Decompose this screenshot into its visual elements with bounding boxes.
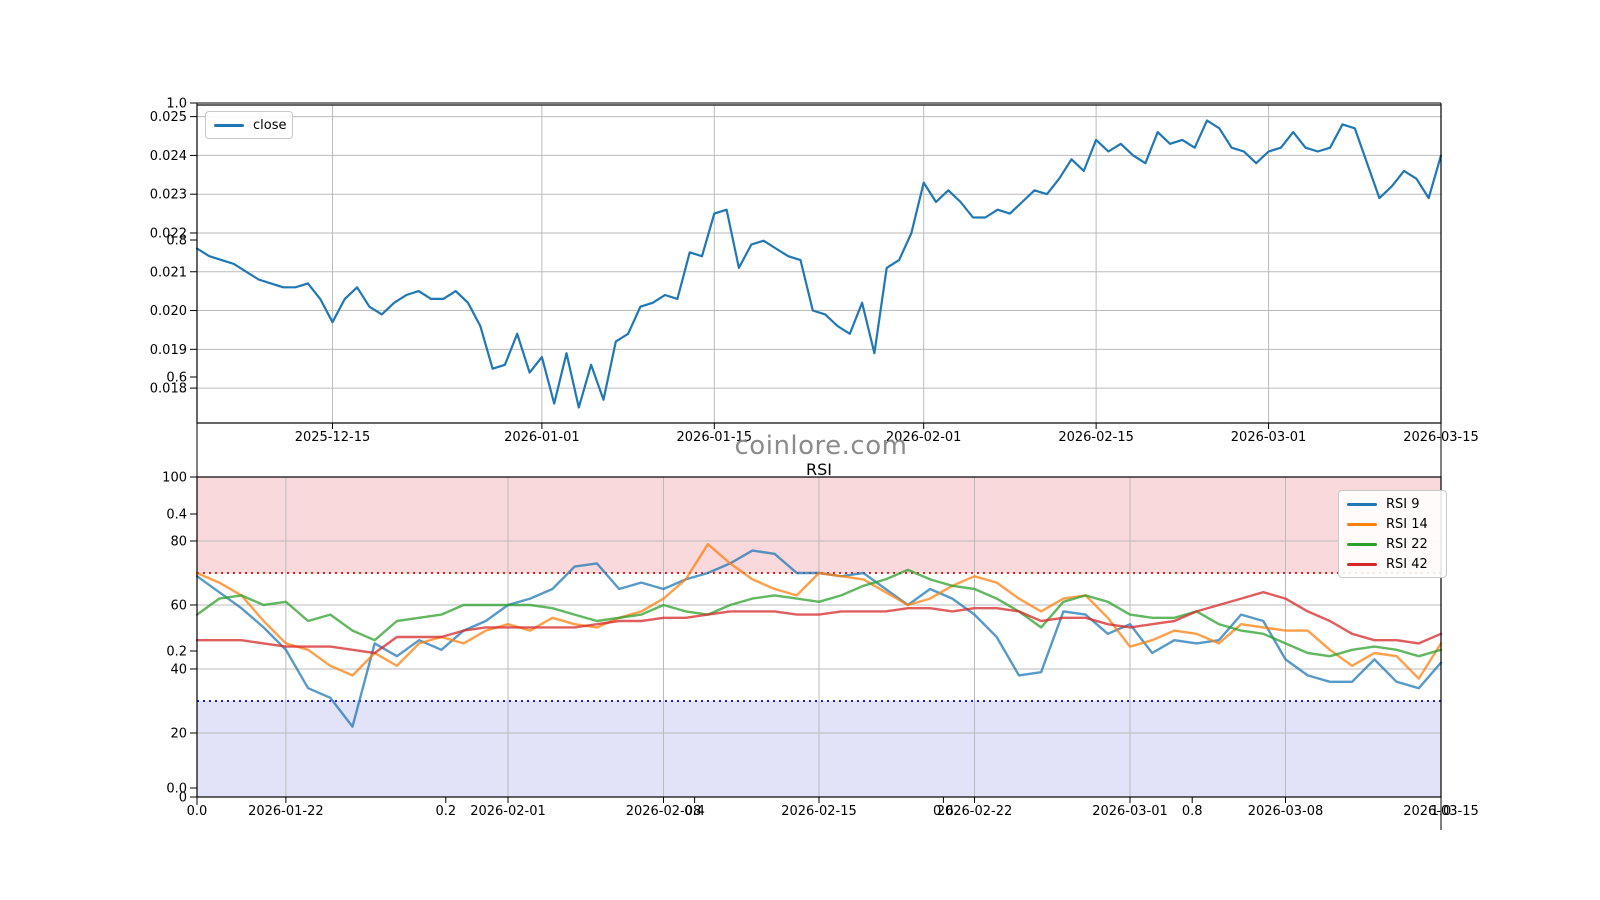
- rsi22-legend-label: RSI 22: [1386, 536, 1428, 552]
- overlay-xtick-label: 0.8: [1182, 804, 1203, 819]
- price-ytick-label: 0.018: [150, 382, 187, 397]
- rsi14-legend-label: RSI 14: [1386, 516, 1428, 532]
- price-frame: [196, 104, 1442, 424]
- price-ytick-label: 0.023: [150, 188, 187, 203]
- rsi-legend: RSI 9 RSI 14 RSI 22 RSI 42: [1338, 490, 1447, 578]
- rsi42-line: [195, 591, 1443, 655]
- price-xtick-label: 2025-12-15: [295, 430, 371, 445]
- overlay-ytick-label: 0.8: [166, 234, 187, 249]
- rsi-ytick-label: 100: [162, 471, 187, 486]
- overlay-ytick-label: 0.6: [166, 371, 187, 386]
- rsi-xtick-label: 2026-02-01: [470, 804, 546, 819]
- rsi-ytick-label: 0: [179, 791, 187, 806]
- price-ytick-label: 0.022: [150, 226, 187, 241]
- price-ytick-label: 0.019: [150, 343, 187, 358]
- price-ytick-label: 0.021: [150, 265, 187, 280]
- price-xtick-label: 2026-02-15: [1058, 430, 1134, 445]
- price-legend: close: [205, 111, 293, 139]
- overlay-xtick-label: 1.0: [1431, 804, 1452, 819]
- price-xtick-label: 2026-02-01: [886, 430, 962, 445]
- rsi42-line-swatch: [1347, 562, 1377, 566]
- rsi-legend-row: RSI 42: [1347, 557, 1438, 572]
- rsi14-line: [195, 543, 1443, 680]
- rsi-title: RSI: [806, 460, 832, 479]
- rsi-xtick-label: 2026-02-08: [626, 804, 702, 819]
- overlay-xtick-label: 0.6: [933, 804, 954, 819]
- close-line-swatch: [214, 123, 244, 127]
- rsi-ytick-label: 80: [170, 535, 187, 550]
- rsi-ytick-label: 20: [170, 727, 187, 742]
- rsi-legend-row: RSI 22: [1347, 537, 1438, 552]
- rsi-xtick-label: 2026-01-22: [248, 804, 324, 819]
- overlay-ytick-label: 0.0: [166, 782, 187, 797]
- rsi22-line: [195, 568, 1443, 658]
- overlay-ytick-label: 0.4: [166, 508, 187, 523]
- rsi-xtick-label: 2026-03-08: [1248, 804, 1324, 819]
- price-ytick-label: 0.020: [150, 304, 187, 319]
- rsi-legend-row: RSI 14: [1347, 517, 1438, 532]
- price-xtick-label: 2026-01-01: [504, 430, 580, 445]
- overlay-xtick-label: 0.4: [684, 804, 705, 819]
- price-xtick-label: 2026-01-15: [677, 430, 753, 445]
- rsi14-line-swatch: [1347, 522, 1377, 526]
- price-xtick-label: 2026-03-01: [1231, 430, 1307, 445]
- rsi-xtick-label: 2026-02-15: [781, 804, 857, 819]
- rsi-legend-row: RSI 9: [1347, 497, 1438, 512]
- rsi9-legend-label: RSI 9: [1386, 496, 1420, 512]
- rsi-ytick-label: 40: [170, 663, 187, 678]
- rsi22-line-swatch: [1347, 542, 1377, 546]
- price-ytick-label: 0.025: [150, 110, 187, 125]
- watermark: coinlore.com: [734, 431, 908, 461]
- rsi-ytick-label: 60: [170, 599, 187, 614]
- overlay-xtick-label: 0.2: [435, 804, 456, 819]
- close-legend-label: close: [253, 117, 287, 133]
- overlay-ytick-label: 0.2: [166, 645, 187, 660]
- overlay-ytick-label: 1.0: [166, 97, 187, 112]
- price-ytick-label: 0.024: [150, 149, 187, 164]
- rsi-xtick-label: 2026-02-22: [937, 804, 1013, 819]
- overlay-xtick-label: 0.0: [187, 804, 208, 819]
- close-line: [195, 119, 1443, 409]
- rsi9-line-swatch: [1347, 502, 1377, 506]
- rsi-xtick-label: 2026-03-01: [1092, 804, 1168, 819]
- rsi42-legend-label: RSI 42: [1386, 556, 1428, 572]
